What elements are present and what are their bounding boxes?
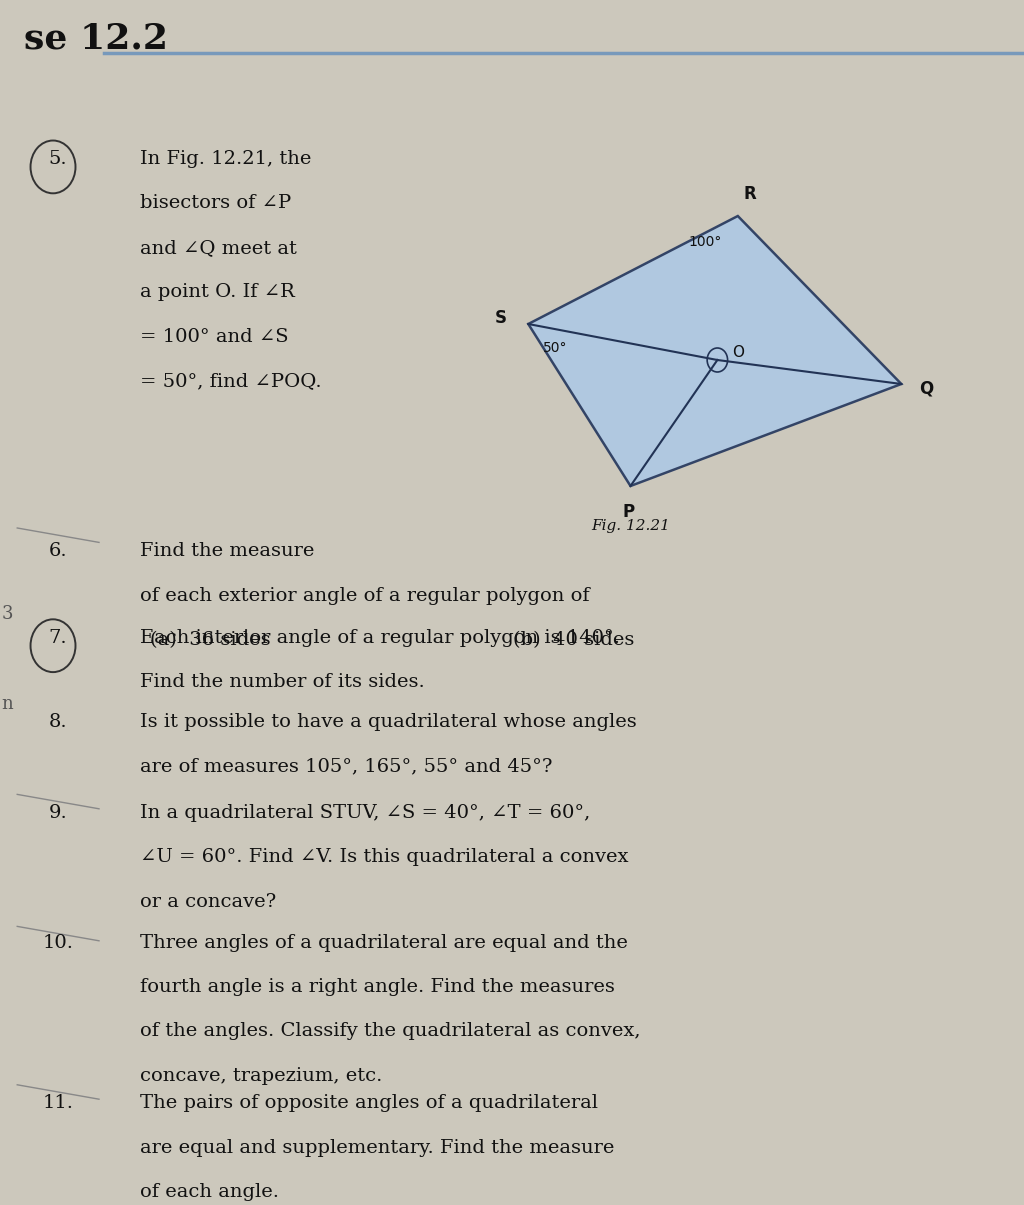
Text: fourth angle is a right angle. Find the measures: fourth angle is a right angle. Find the … [140, 978, 614, 997]
Text: n: n [1, 695, 13, 713]
Text: 10.: 10. [43, 934, 74, 952]
Text: 100°: 100° [689, 235, 722, 249]
Text: (a)  36 sides: (a) 36 sides [151, 631, 270, 649]
Text: of each exterior angle of a regular polygon of: of each exterior angle of a regular poly… [140, 587, 590, 605]
Text: 5.: 5. [49, 149, 68, 167]
Text: In a quadrilateral STUV, ∠S = 40°, ∠T = 60°,: In a quadrilateral STUV, ∠S = 40°, ∠T = … [140, 804, 590, 822]
Text: In Fig. 12.21, the: In Fig. 12.21, the [140, 149, 311, 167]
Text: of each angle.: of each angle. [140, 1183, 279, 1201]
Text: 7.: 7. [49, 629, 68, 647]
Text: are of measures 105°, 165°, 55° and 45°?: are of measures 105°, 165°, 55° and 45°? [140, 757, 552, 775]
Text: Fig. 12.21: Fig. 12.21 [591, 518, 670, 533]
Text: P: P [623, 504, 635, 522]
Text: or a concave?: or a concave? [140, 893, 276, 911]
Text: 3: 3 [1, 605, 12, 623]
Text: concave, trapezium, etc.: concave, trapezium, etc. [140, 1066, 382, 1084]
Text: The pairs of opposite angles of a quadrilateral: The pairs of opposite angles of a quadri… [140, 1094, 598, 1112]
Polygon shape [528, 216, 901, 486]
Text: 9.: 9. [49, 804, 68, 822]
Text: S: S [495, 308, 507, 327]
Text: Q: Q [919, 380, 933, 398]
Text: 50°: 50° [543, 341, 567, 355]
Text: are equal and supplementary. Find the measure: are equal and supplementary. Find the me… [140, 1139, 614, 1157]
Text: O: O [732, 346, 743, 360]
Text: ∠U = 60°. Find ∠V. Is this quadrilateral a convex: ∠U = 60°. Find ∠V. Is this quadrilateral… [140, 848, 629, 866]
Text: se 12.2: se 12.2 [25, 22, 168, 55]
Text: (b)  40 sides: (b) 40 sides [513, 631, 634, 649]
Text: Each interior angle of a regular polygon is 140°.: Each interior angle of a regular polygon… [140, 629, 620, 647]
Text: and ∠Q meet at: and ∠Q meet at [140, 239, 297, 257]
Text: bisectors of ∠P: bisectors of ∠P [140, 194, 291, 212]
Text: Find the measure: Find the measure [140, 542, 314, 560]
Text: Is it possible to have a quadrilateral whose angles: Is it possible to have a quadrilateral w… [140, 713, 637, 730]
Text: of the angles. Classify the quadrilateral as convex,: of the angles. Classify the quadrilatera… [140, 1022, 640, 1040]
Text: Find the number of its sides.: Find the number of its sides. [140, 674, 425, 692]
Text: Three angles of a quadrilateral are equal and the: Three angles of a quadrilateral are equa… [140, 934, 628, 952]
Text: = 50°, find ∠POQ.: = 50°, find ∠POQ. [140, 372, 322, 390]
Text: 11.: 11. [43, 1094, 74, 1112]
Text: 8.: 8. [49, 713, 68, 730]
Text: R: R [743, 186, 757, 204]
Text: 6.: 6. [49, 542, 68, 560]
Text: = 100° and ∠S: = 100° and ∠S [140, 328, 289, 346]
Text: a point O. If ∠R: a point O. If ∠R [140, 283, 295, 301]
